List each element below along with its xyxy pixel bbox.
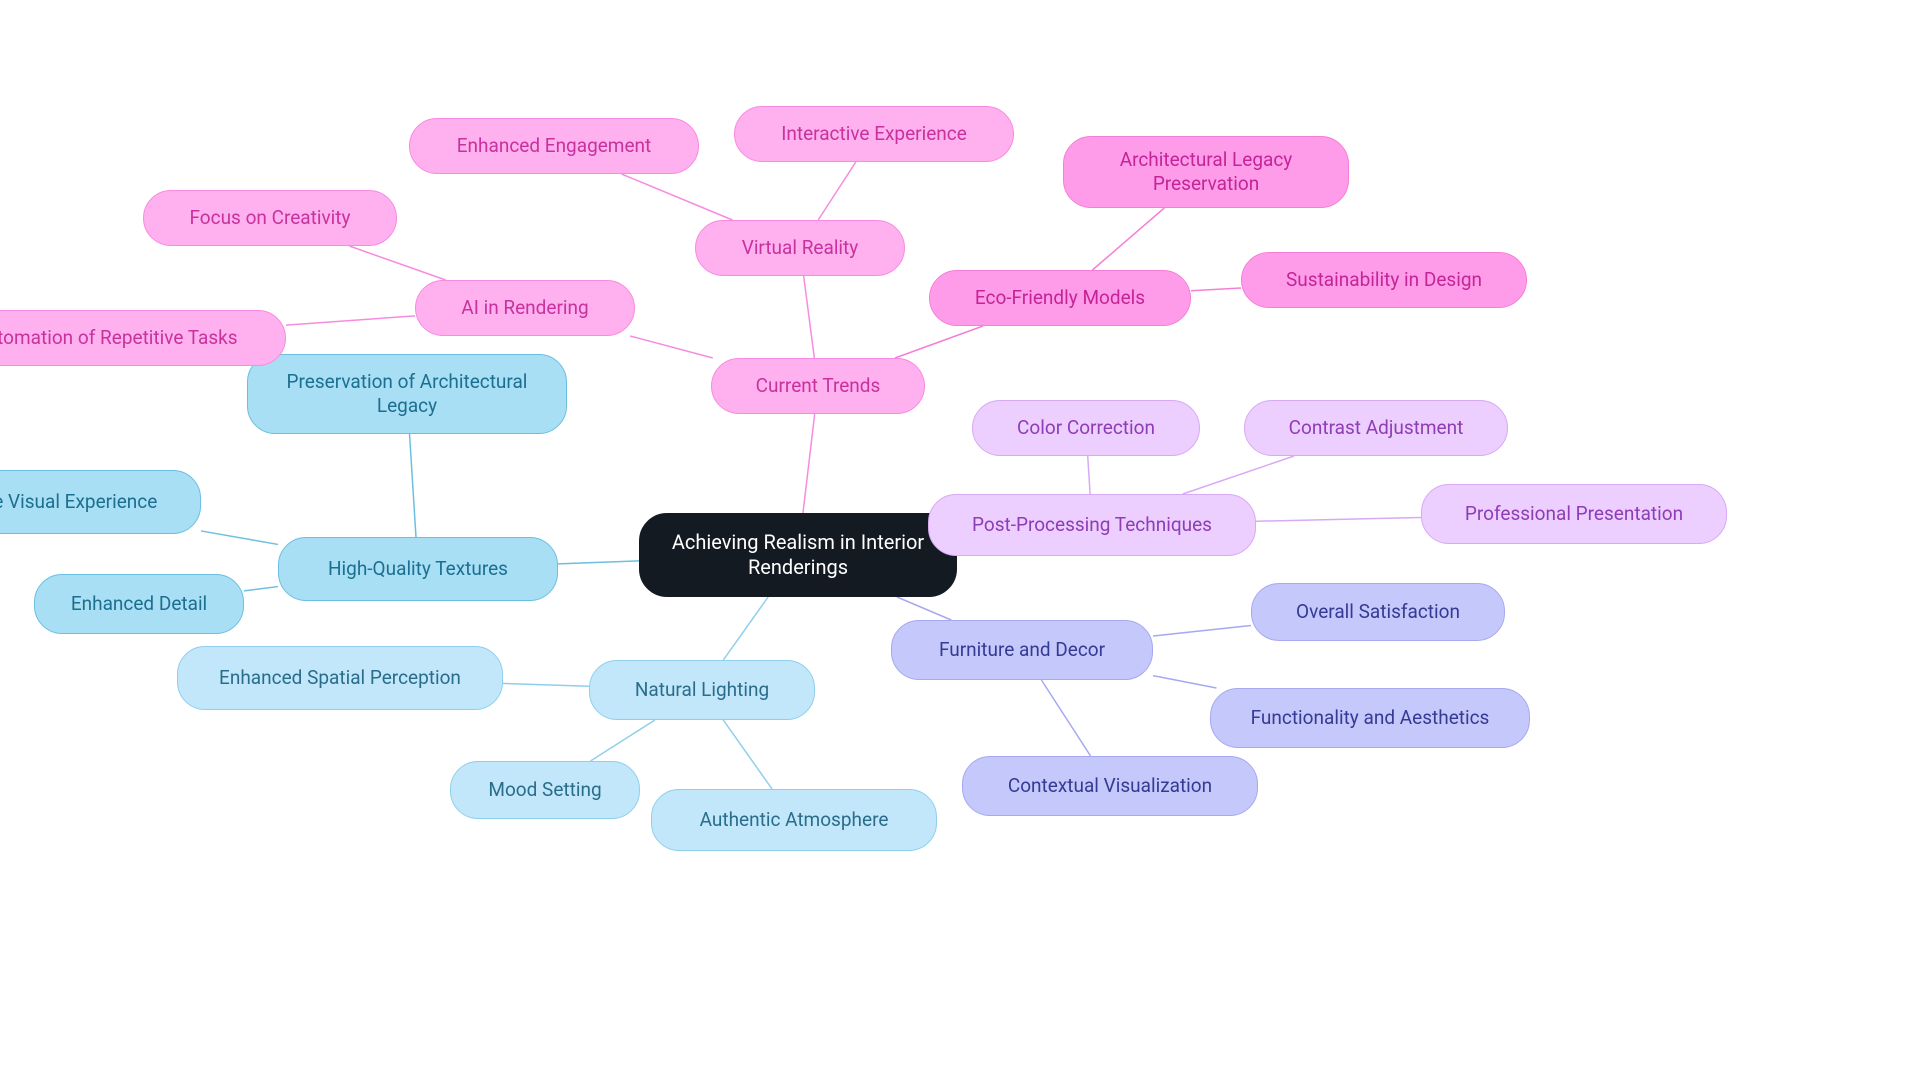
node-efm: Eco-Friendly Models xyxy=(929,270,1191,326)
node-aat: Authentic Atmosphere xyxy=(651,789,937,851)
edge-fnd-fae xyxy=(1153,676,1216,688)
node-center: Achieving Realism in Interior Renderings xyxy=(639,513,957,597)
edge-air-foc xyxy=(349,246,445,280)
node-fae: Functionality and Aesthetics xyxy=(1210,688,1530,748)
node-air: AI in Rendering xyxy=(415,280,635,336)
edge-efm-sid xyxy=(1191,288,1241,291)
edge-hqt-pal xyxy=(410,434,416,537)
node-prp: Professional Presentation xyxy=(1421,484,1727,544)
node-mds: Mood Setting xyxy=(450,761,640,819)
edge-efm-alp xyxy=(1092,208,1164,270)
edge-vrt-iex xyxy=(818,162,856,220)
edge-center-cur xyxy=(803,414,815,513)
node-ppt: Post-Processing Techniques xyxy=(928,494,1256,556)
node-ovs: Overall Satisfaction xyxy=(1251,583,1505,641)
edge-fnd-ovs xyxy=(1153,626,1251,636)
node-art: Automation of Repetitive Tasks xyxy=(0,310,286,366)
node-iex: Interactive Experience xyxy=(734,106,1014,162)
edge-center-fnd xyxy=(897,597,951,620)
node-cna: Contrast Adjustment xyxy=(1244,400,1508,456)
edge-cur-vrt xyxy=(804,276,815,358)
node-hqt: High-Quality Textures xyxy=(278,537,558,601)
node-ive: Immersive Visual Experience xyxy=(0,470,201,534)
node-nlt: Natural Lighting xyxy=(589,660,815,720)
edge-center-nlt xyxy=(723,597,768,660)
node-fnd: Furniture and Decor xyxy=(891,620,1153,680)
edge-ppt-prp xyxy=(1256,517,1421,521)
edge-hqt-ive xyxy=(201,531,278,545)
edge-nlt-esp xyxy=(503,683,589,686)
edge-center-hqt xyxy=(558,561,639,564)
node-vrt: Virtual Reality xyxy=(695,220,905,276)
edge-ppt-clc xyxy=(1088,456,1090,494)
mindmap-canvas: Achieving Realism in Interior Renderings… xyxy=(0,0,1920,1083)
edge-vrt-eng xyxy=(622,174,733,220)
node-alp: Architectural Legacy Preservation xyxy=(1063,136,1349,208)
edge-cur-efm xyxy=(895,326,983,358)
edge-hqt-edt xyxy=(244,587,278,591)
edge-air-art xyxy=(286,316,415,325)
node-ctv: Contextual Visualization xyxy=(962,756,1258,816)
node-sid: Sustainability in Design xyxy=(1241,252,1527,308)
edge-fnd-ctv xyxy=(1041,680,1090,756)
edge-ppt-cna xyxy=(1183,456,1294,494)
node-pal: Preservation of Architectural Legacy xyxy=(247,354,567,434)
node-clc: Color Correction xyxy=(972,400,1200,456)
node-edt: Enhanced Detail xyxy=(34,574,244,634)
node-cur: Current Trends xyxy=(711,358,925,414)
edge-nlt-aat xyxy=(723,720,772,789)
node-foc: Focus on Creativity xyxy=(143,190,397,246)
edge-cur-air xyxy=(630,336,713,358)
node-esp: Enhanced Spatial Perception xyxy=(177,646,503,710)
edge-nlt-mds xyxy=(591,720,655,761)
node-eng: Enhanced Engagement xyxy=(409,118,699,174)
